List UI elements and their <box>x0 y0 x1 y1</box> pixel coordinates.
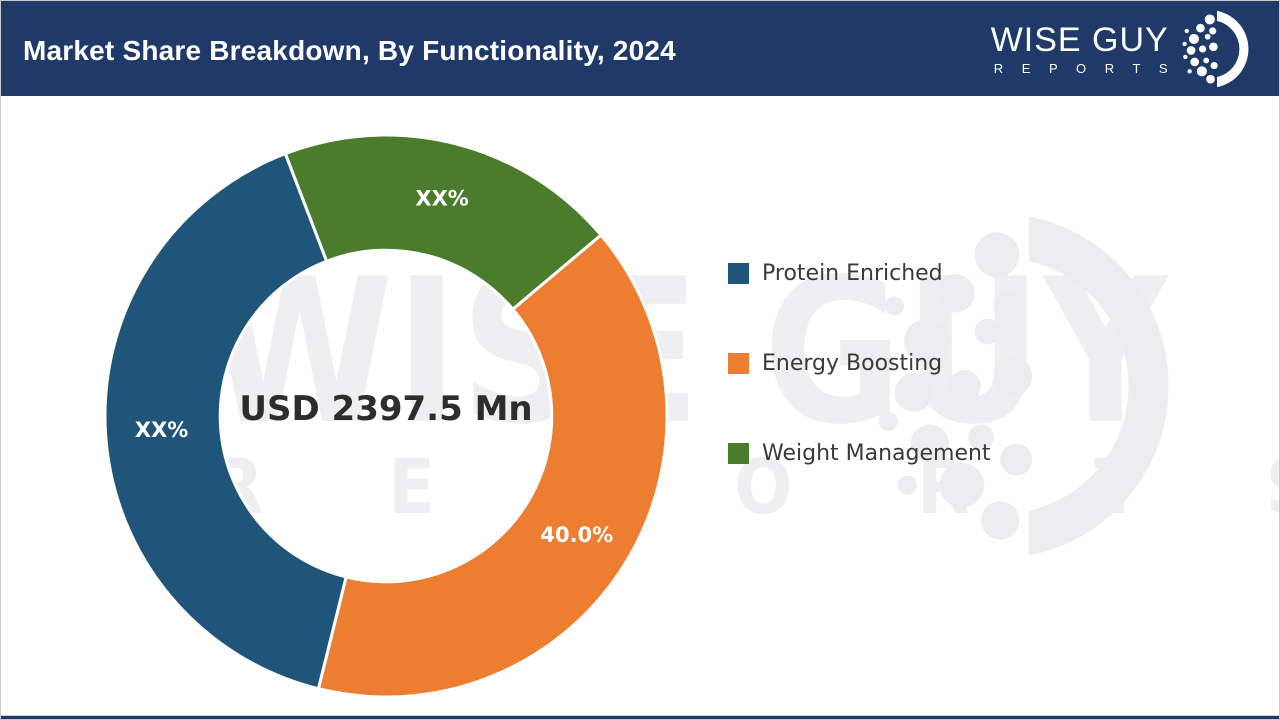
legend-swatch-energy-boosting <box>728 352 749 374</box>
donut-segment-energy-boosting <box>316 232 669 699</box>
legend-swatch-protein-enriched <box>728 262 749 284</box>
watermark-wordmark: WISE GUY <box>206 236 1169 469</box>
slice-label-weight-management: XX% <box>415 186 468 210</box>
donut-segment-protein-enriched <box>103 151 348 691</box>
bottom-border-line <box>1 715 1279 716</box>
logo-face-icon <box>1182 10 1249 87</box>
legend-label: Protein Enriched <box>762 260 943 286</box>
legend-swatch-weight-management <box>728 442 749 464</box>
slice-label-energy-boosting: 40.0% <box>540 523 613 547</box>
watermark-face-icon <box>875 216 1169 556</box>
chart-center-value: USD 2397.5 Mn <box>239 389 533 429</box>
donut-chart: XX% 40.0% XX% <box>103 133 669 699</box>
slice-label-protein-enriched: XX% <box>135 418 188 442</box>
logo-wordmark-line2: R E P O R T S <box>993 60 1175 76</box>
legend-item: Weight Management <box>728 436 991 470</box>
legend-label: Weight Management <box>762 440 991 466</box>
legend-item: Protein Enriched <box>728 256 991 290</box>
legend-label: Energy Boosting <box>762 350 943 376</box>
footer-strip <box>1 716 1279 719</box>
donut-segment-weight-management <box>283 133 604 312</box>
legend-item: Energy Boosting <box>728 346 991 380</box>
header-bar: Market Share Breakdown, By Functionality… <box>1 1 1279 96</box>
brand-logo: WISE GUY R E P O R T S <box>991 9 1253 89</box>
chart-legend: Protein Enriched Energy Boosting Weight … <box>728 256 991 526</box>
page-title: Market Share Breakdown, By Functionality… <box>23 34 676 66</box>
logo-wordmark: WISE GUY R E P O R T S <box>991 23 1175 75</box>
logo-wordmark-line1: WISE GUY <box>990 20 1169 59</box>
